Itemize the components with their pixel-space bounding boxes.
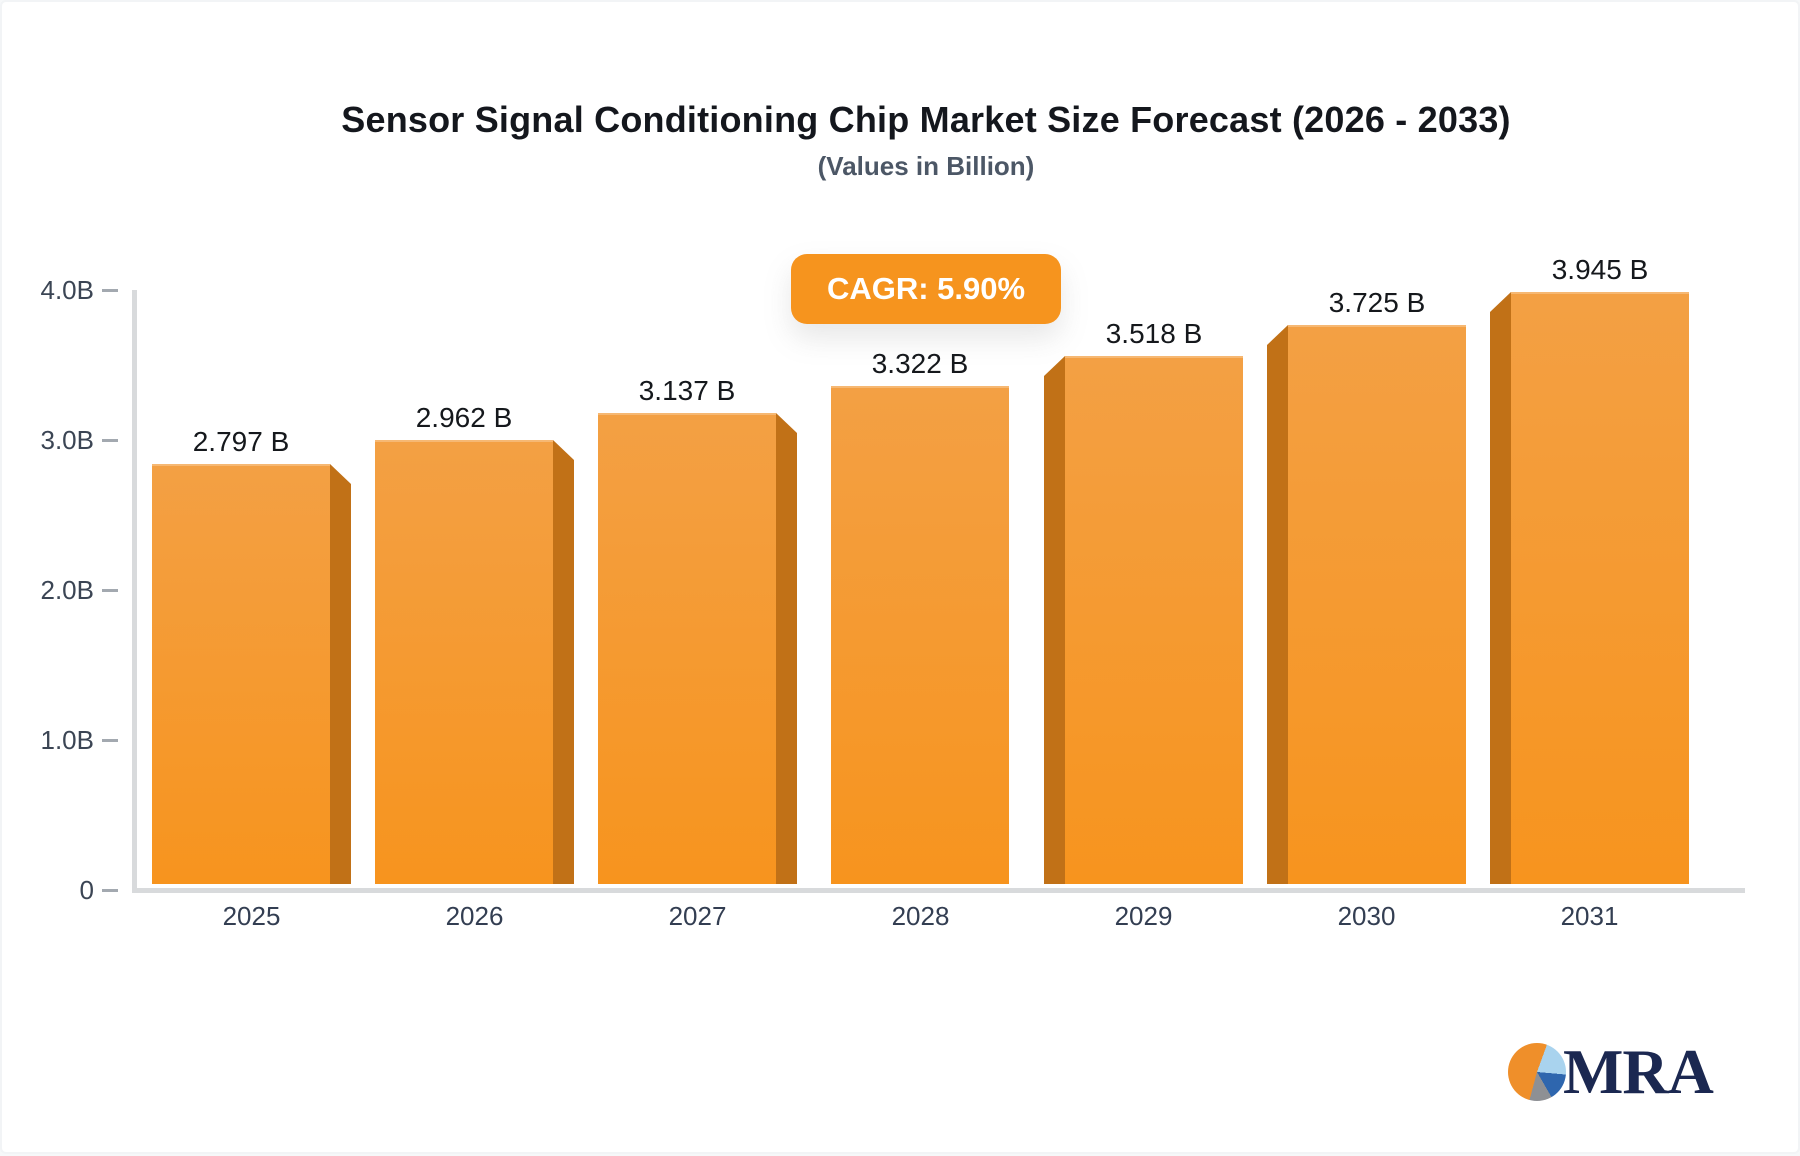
bar-value-label: 2.797 B xyxy=(192,426,290,457)
bar-front-face xyxy=(831,386,1009,884)
bar-slot: 3.945 B xyxy=(1490,254,1689,884)
bar-value-label: 3.945 B xyxy=(1551,254,1649,285)
y-axis-tick-label: 0 xyxy=(79,875,94,905)
bar-value-label: 2.962 B xyxy=(415,402,513,433)
y-axis-tick-dash xyxy=(102,289,118,292)
bar-slot: 3.137 B xyxy=(598,375,797,884)
x-axis-line xyxy=(132,888,1745,893)
x-axis-label: 2026 xyxy=(445,901,504,931)
x-axis-label: 2029 xyxy=(1114,901,1173,931)
y-axis-tick-dash xyxy=(102,589,118,592)
x-axis-label: 2028 xyxy=(891,901,950,931)
x-axis-label: 2025 xyxy=(222,901,281,931)
bar-front-face xyxy=(1511,292,1689,884)
bar-value-label: 3.518 B xyxy=(1105,318,1203,349)
bar-front-face xyxy=(598,413,776,884)
bar-slot: 3.322 B xyxy=(821,348,1020,884)
mra-logo: MRA xyxy=(1508,1036,1714,1107)
pie-chart-logo-icon xyxy=(1508,1043,1566,1101)
bar-slot: 2.962 B xyxy=(375,402,574,884)
cagr-badge: CAGR: 5.90% xyxy=(791,254,1061,324)
y-axis-tick-dash xyxy=(102,889,118,892)
bar-value-label: 3.725 B xyxy=(1328,287,1426,318)
bar-side-face xyxy=(776,413,797,884)
y-axis-tick-label: 1.0B xyxy=(40,725,95,755)
y-axis-tick-dash xyxy=(102,739,118,742)
bar-front-face xyxy=(1288,325,1466,884)
x-axis-label: 2027 xyxy=(668,901,727,931)
bar-front-face xyxy=(152,464,330,884)
logo-text: MRA xyxy=(1563,1036,1714,1107)
bar-side-face xyxy=(1267,325,1288,884)
x-axis-label: 2031 xyxy=(1560,901,1619,931)
bar-slot: 3.518 B xyxy=(1044,318,1243,884)
bar-side-face xyxy=(1490,292,1511,884)
bar-front-face xyxy=(1065,356,1243,884)
y-axis-tick-label: 4.0B xyxy=(40,275,95,305)
y-axis-tick-dash xyxy=(102,439,118,442)
bar-value-label: 3.137 B xyxy=(638,375,736,406)
bar-side-face xyxy=(330,464,351,884)
chart-subtitle: (Values in Billion) xyxy=(817,151,1035,181)
y-axis-line xyxy=(132,290,137,890)
x-axis-label: 2030 xyxy=(1337,901,1396,931)
bar-front-face xyxy=(375,440,553,884)
bar-slot: 3.725 B xyxy=(1267,287,1466,884)
bar-side-face xyxy=(1044,356,1065,884)
y-axis-tick-label: 3.0B xyxy=(40,425,95,455)
y-axis-tick-label: 2.0B xyxy=(40,575,95,605)
bar-value-label: 3.322 B xyxy=(871,348,969,379)
chart-title: Sensor Signal Conditioning Chip Market S… xyxy=(341,99,1511,140)
bar-side-face xyxy=(553,440,574,884)
bar-slot: 2.797 B xyxy=(152,426,351,884)
